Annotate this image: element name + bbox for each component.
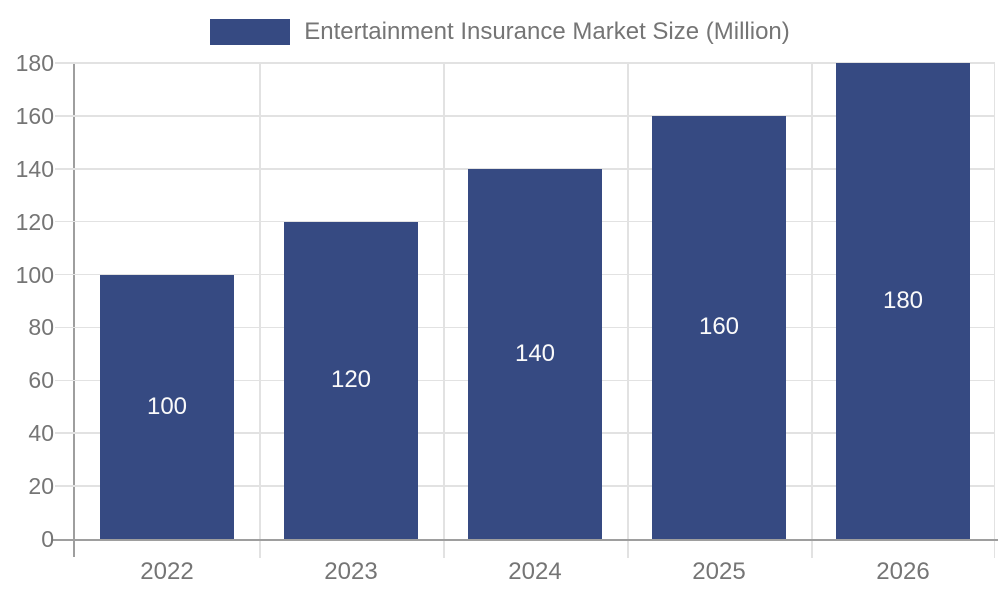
bar-2026[interactable]: 180 xyxy=(836,63,970,539)
y-tick xyxy=(55,273,75,276)
y-tick-label: 120 xyxy=(15,208,54,235)
y-tick xyxy=(55,326,75,329)
plot-area: 100 120 140 160 180 xyxy=(75,62,995,539)
y-tick-label: 60 xyxy=(28,367,54,394)
legend-swatch xyxy=(210,19,291,45)
x-tick xyxy=(811,541,813,558)
bar-2025[interactable]: 160 xyxy=(652,115,786,539)
y-tick xyxy=(55,485,75,487)
gridline-v xyxy=(259,63,261,539)
bar-value-label: 120 xyxy=(330,366,372,394)
y-tick xyxy=(55,379,75,382)
x-tick xyxy=(993,541,995,558)
y-tick-label: 100 xyxy=(15,261,54,288)
y-tick-label: 160 xyxy=(15,102,54,129)
y-tick-label: 80 xyxy=(28,314,54,341)
bar-2023[interactable]: 120 xyxy=(284,221,418,539)
y-tick-label: 20 xyxy=(28,473,54,500)
x-tick xyxy=(443,541,445,558)
x-axis-line xyxy=(53,539,998,541)
y-axis-line xyxy=(73,63,75,557)
gridline-h xyxy=(75,115,995,117)
bar-value-label: 100 xyxy=(146,392,188,420)
x-tick xyxy=(259,541,261,558)
bar-value-label: 180 xyxy=(882,287,924,314)
bar-value-label: 140 xyxy=(514,339,556,367)
x-tick-label: 2025 xyxy=(692,558,746,585)
gridline-h xyxy=(75,62,995,64)
x-tick-label: 2024 xyxy=(508,558,562,585)
legend[interactable]: Entertainment Insurance Market Size (Mil… xyxy=(0,12,1000,52)
y-tick xyxy=(55,62,75,64)
y-tick-label: 0 xyxy=(41,526,54,552)
x-tick-label: 2022 xyxy=(140,558,194,585)
bar-2024[interactable]: 140 xyxy=(468,168,602,539)
y-tick-label: 180 xyxy=(15,50,54,76)
y-tick xyxy=(55,168,75,170)
gridline-v xyxy=(993,63,995,539)
x-tick-label: 2026 xyxy=(876,558,930,585)
x-tick-label: 2023 xyxy=(324,558,378,585)
y-tick xyxy=(55,115,75,117)
x-tick xyxy=(627,541,629,558)
bar-2022[interactable]: 100 xyxy=(100,274,234,539)
y-tick-label: 140 xyxy=(15,155,54,182)
bar-value-label: 160 xyxy=(698,313,740,341)
gridline-v xyxy=(811,63,813,539)
y-tick xyxy=(55,220,75,223)
legend-label: Entertainment Insurance Market Size (Mil… xyxy=(304,18,790,45)
y-tick xyxy=(55,432,75,434)
gridline-v xyxy=(627,63,629,539)
gridline-v xyxy=(443,63,445,539)
y-tick-label: 40 xyxy=(28,420,54,447)
